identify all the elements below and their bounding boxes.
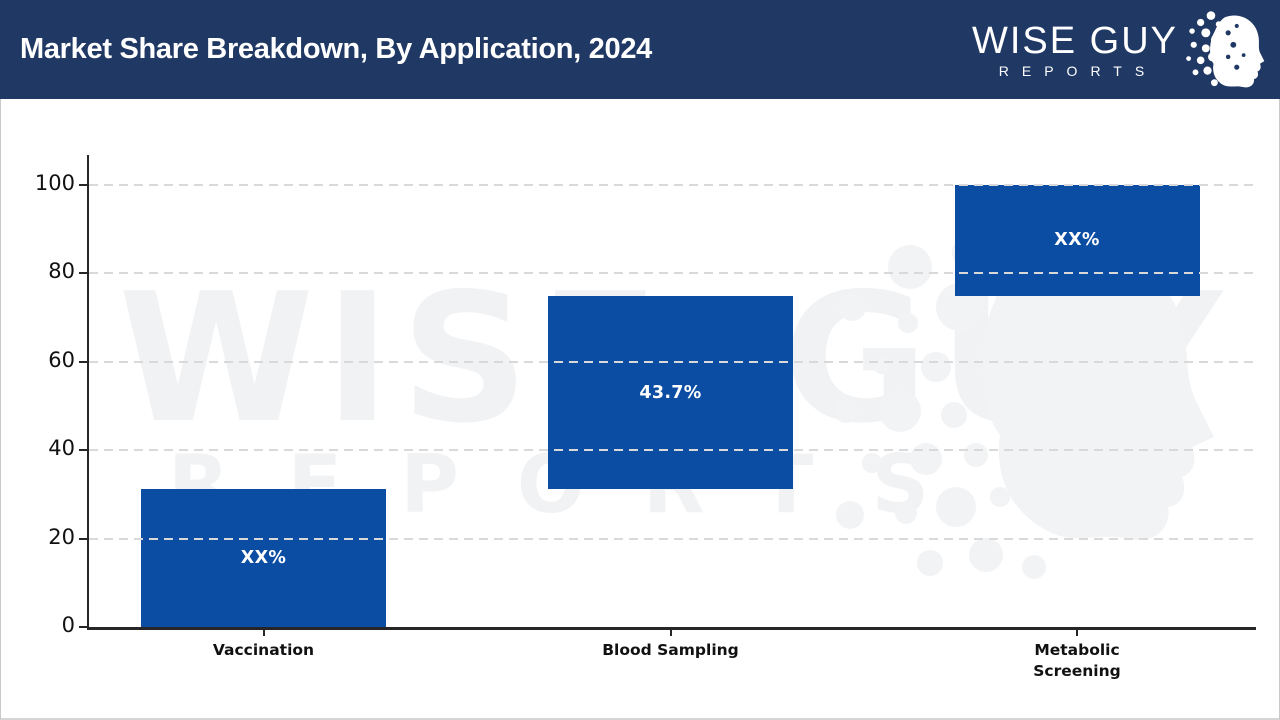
x-axis-label: Blood Sampling xyxy=(602,641,739,659)
logo-text: WISE GUY REPORTS xyxy=(972,21,1178,79)
y-tick-label: 60 xyxy=(48,347,75,372)
y-axis-tick xyxy=(79,184,88,186)
y-axis-line xyxy=(87,155,89,629)
bar-value-label: 43.7% xyxy=(639,382,702,403)
x-axis-tick xyxy=(1076,629,1078,636)
y-axis-tick xyxy=(79,360,88,363)
y-tick-label: 0 xyxy=(61,613,75,637)
gridline xyxy=(89,272,1255,275)
gridline xyxy=(89,537,1255,540)
gridline xyxy=(89,360,1255,363)
x-axis-label: Vaccination xyxy=(212,641,315,659)
logo-face-icon xyxy=(1186,10,1265,87)
logo-reports-label: REPORTS xyxy=(998,62,1158,79)
y-axis-tick xyxy=(79,626,88,628)
wise-guy-logo: WISE GUY REPORTS xyxy=(972,0,1266,99)
gridline xyxy=(89,184,1255,186)
bar: XX% xyxy=(141,489,386,627)
x-axis-line xyxy=(87,627,1256,630)
gridline xyxy=(89,449,1255,452)
y-tick-label: 80 xyxy=(48,259,75,284)
y-tick-label: 20 xyxy=(48,524,75,549)
logo-wiseguy-label: WISE GUY xyxy=(971,19,1178,62)
bar: 43.7% xyxy=(548,295,793,490)
y-axis-tick xyxy=(79,449,88,452)
y-axis-tick xyxy=(79,272,88,275)
y-tick-label: 100 xyxy=(34,171,75,195)
bar: XX% xyxy=(954,185,1200,296)
bar-value-label: XX% xyxy=(1054,230,1100,251)
y-tick-label: 40 xyxy=(48,436,75,461)
page-title: Market Share Breakdown, By Application, … xyxy=(20,33,652,65)
y-axis-tick xyxy=(79,537,88,540)
header-bar: Market Share Breakdown, By Application, … xyxy=(0,0,1280,99)
x-axis-label: Metabolic Screening xyxy=(1033,641,1121,680)
x-axis-tick xyxy=(669,629,672,636)
bar-value-label: XX% xyxy=(240,548,287,569)
x-axis-tick xyxy=(262,629,265,636)
